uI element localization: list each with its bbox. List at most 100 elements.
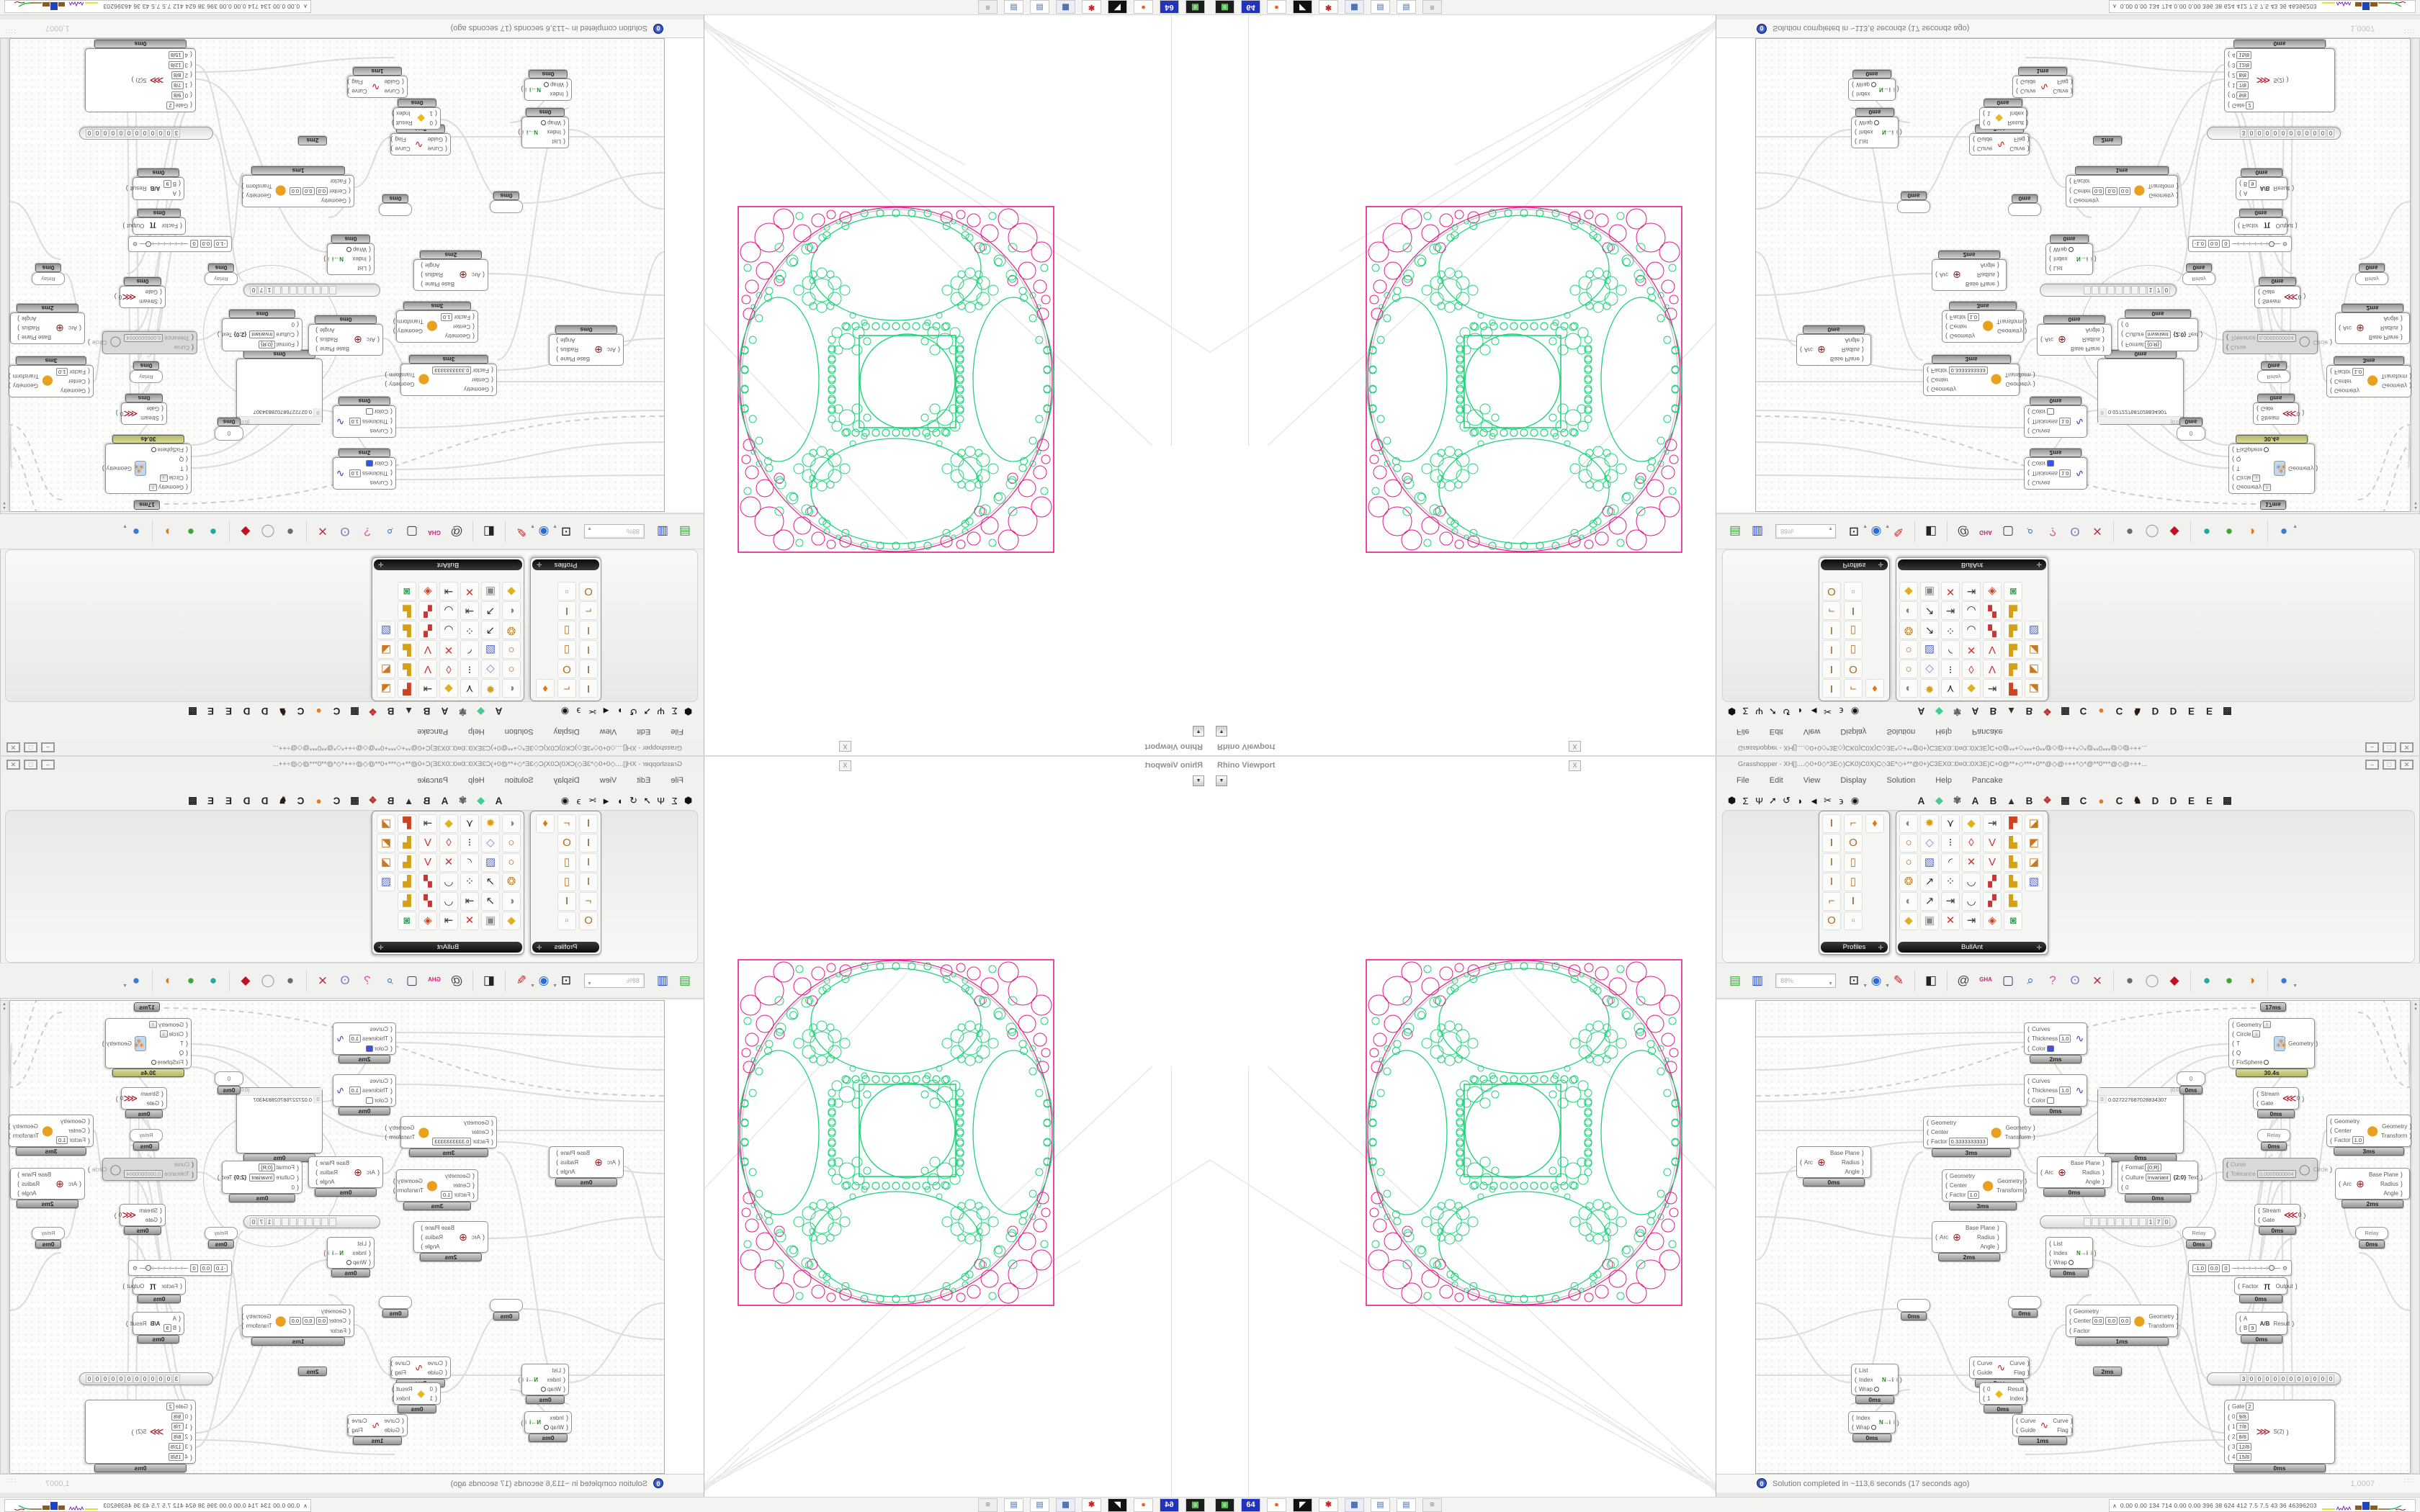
plugin-tab-11[interactable]: C: [297, 706, 305, 717]
palette-component-icon[interactable]: ◜: [460, 640, 479, 659]
palette-component-icon[interactable]: ◐: [502, 814, 521, 833]
palette-pin-icon[interactable]: ✛: [2036, 561, 2042, 568]
category-tab-icon-0[interactable]: ⬢: [1727, 795, 1736, 806]
relay-node[interactable]: 0ms: [490, 192, 523, 213]
palette-component-icon[interactable]: ▙: [2004, 640, 2022, 659]
palette-tab-profiles[interactable]: Profiles ✛: [1821, 942, 1888, 953]
cylinder-icon[interactable]: ◯: [2145, 525, 2159, 539]
param-toggle[interactable]: [541, 1386, 547, 1392]
plugin-tab-9[interactable]: C: [333, 795, 341, 806]
mail-icon[interactable]: @: [450, 525, 463, 539]
menu-item-file[interactable]: File: [671, 727, 684, 736]
category-tab-icon-4[interactable]: ↺: [629, 706, 637, 717]
palette-component-icon[interactable]: I: [579, 834, 598, 852]
exposure-icon[interactable]: ◧: [1924, 973, 1937, 987]
gear-icon[interactable]: ⚙: [2282, 1264, 2287, 1272]
param-value[interactable]: 1.0: [349, 1086, 361, 1094]
category-tab-icon-7[interactable]: ✂: [588, 795, 596, 806]
param-value[interactable]: 9/8: [2236, 91, 2249, 99]
palette-component-icon[interactable]: ↗: [1920, 892, 1939, 911]
category-tab-icon-5[interactable]: ◗: [1797, 706, 1803, 717]
mandala-app-icon[interactable]: ✱: [1319, 0, 1338, 14]
chevron-up-icon[interactable]: ∧: [2112, 1502, 2117, 1509]
palette-component-icon[interactable]: ▞: [418, 892, 437, 911]
plugin-tab-11[interactable]: C: [2115, 706, 2123, 717]
zoom-extents-icon[interactable]: ⊡ ▼: [552, 523, 575, 540]
canvas-scrollbar[interactable]: ▲ ▼: [0, 38, 9, 512]
list-item-1[interactable]: ListIndexWrapN→ii0ms: [2045, 1237, 2093, 1277]
relay-node[interactable]: Relay 0ms: [32, 264, 65, 285]
zoom-input[interactable]: 88% ▼: [1775, 524, 1836, 539]
palette-component-icon[interactable]: ▙: [398, 853, 416, 872]
status-resize-grip[interactable]: ∷∷: [2404, 27, 2415, 35]
param-value[interactable]: 0.3333333333: [432, 1138, 472, 1146]
palette-component-icon[interactable]: ◊: [439, 660, 458, 678]
release-notes-icon[interactable]: ▢: [405, 525, 418, 539]
plugin-tab-10[interactable]: ●: [315, 795, 322, 806]
expression[interactable]: 01◆ResultIndex0ms: [1979, 99, 2027, 130]
palette-component-icon[interactable]: I: [1844, 601, 1863, 620]
dna-icon[interactable]: ⨯: [317, 973, 328, 987]
param-toggle[interactable]: [1870, 82, 1876, 88]
chevron-down-icon[interactable]: ▼: [122, 984, 127, 989]
category-tab-icon-4[interactable]: ↺: [1783, 795, 1791, 806]
param-value[interactable]: 0.0: [2105, 187, 2118, 195]
palette-component-icon[interactable]: ✕: [439, 640, 458, 659]
slider-value[interactable]: 0: [2222, 1264, 2230, 1272]
palette-component-icon[interactable]: ⋎: [1941, 679, 1960, 698]
exposure-icon[interactable]: ◧: [483, 525, 496, 539]
chevron-up-icon[interactable]: ∧: [303, 3, 308, 10]
menu-item-solution[interactable]: Solution: [1886, 776, 1916, 785]
category-tab-icon-5[interactable]: ◗: [617, 706, 623, 717]
close-icon[interactable]: X: [839, 760, 851, 771]
palette-component-icon[interactable]: ▙: [398, 601, 416, 620]
list-item-3[interactable]: IndexWrapN→ii0ms: [1848, 1411, 1896, 1442]
gem-icon[interactable]: ◆: [241, 525, 251, 539]
palette-component-icon[interactable]: ◪: [377, 640, 395, 659]
param-value[interactable]: 0.3333333333: [1948, 1138, 1988, 1146]
palette-component-icon[interactable]: I: [579, 814, 598, 833]
chevron-down-icon[interactable]: ▼: [1828, 526, 1833, 531]
palette-component-icon[interactable]: ⇥: [418, 679, 437, 698]
plugin-tab-17[interactable]: ▩: [188, 706, 197, 717]
gem-icon[interactable]: ◆: [2169, 973, 2179, 987]
list-item-1[interactable]: ListIndexWrapN→ii0ms: [2045, 235, 2093, 275]
plugin-tab-1[interactable]: ◆: [477, 795, 485, 806]
open-file-icon[interactable]: ▤: [1729, 525, 1742, 539]
menu-item-edit[interactable]: Edit: [637, 776, 651, 785]
save-file-icon[interactable]: ▥: [1751, 973, 1764, 987]
capsule-param-node[interactable]: 0 0ms: [215, 418, 243, 441]
scale-right[interactable]: GeometryCenterFactor1.0⬤GeometryTransfor…: [9, 356, 94, 397]
circle-disabled[interactable]: CurveTolerance0,0000000004◯Circle: [92, 331, 197, 354]
firefox-app-icon[interactable]: ●: [1134, 1498, 1153, 1512]
palette-component-icon[interactable]: ◆: [1899, 582, 1918, 600]
category-tab-icon-3[interactable]: ➚: [1769, 706, 1777, 717]
panel-node[interactable]: {0;0} 0 0.027227687028834307 0ms: [2097, 1087, 2184, 1162]
preview-eye-icon[interactable]: ◉ ▼: [1868, 523, 1890, 540]
blue-sphere-icon[interactable]: ● ▼: [2275, 523, 2298, 540]
palette-component-icon[interactable]: ↗: [1920, 621, 1939, 639]
palette-component-icon[interactable]: ○: [1899, 853, 1918, 872]
param-value[interactable]: 1.0: [440, 313, 453, 321]
menu-item-file[interactable]: File: [1736, 727, 1749, 736]
palette-component-icon[interactable]: ✕: [439, 853, 458, 872]
palette-component-icon[interactable]: ⁘: [460, 873, 479, 891]
list-item-3[interactable]: IndexWrapN→ii0ms: [524, 70, 572, 101]
plugin-tab-16[interactable]: E: [207, 795, 215, 806]
palette-component-icon[interactable]: ⁝: [460, 660, 479, 678]
chevron-down-icon[interactable]: ▼: [530, 523, 535, 528]
grasshopper-canvas[interactable]: CurvesThickness1.0Color∿2msCurvesThickne…: [1755, 38, 2411, 512]
palette-component-icon[interactable]: O: [579, 582, 598, 600]
drive-app-icon[interactable]: ▣: [1186, 1498, 1205, 1512]
category-tab-icon-0[interactable]: ⬢: [684, 795, 693, 806]
param-value[interactable]: 1.0: [55, 368, 68, 376]
palette-component-icon[interactable]: ○: [1899, 640, 1918, 659]
scale-right[interactable]: GeometryCenterFactor1.0⬤GeometryTransfor…: [2326, 356, 2411, 397]
palette-component-icon[interactable]: ○: [502, 640, 521, 659]
plugin-tab-2[interactable]: ✾: [1953, 706, 1962, 717]
